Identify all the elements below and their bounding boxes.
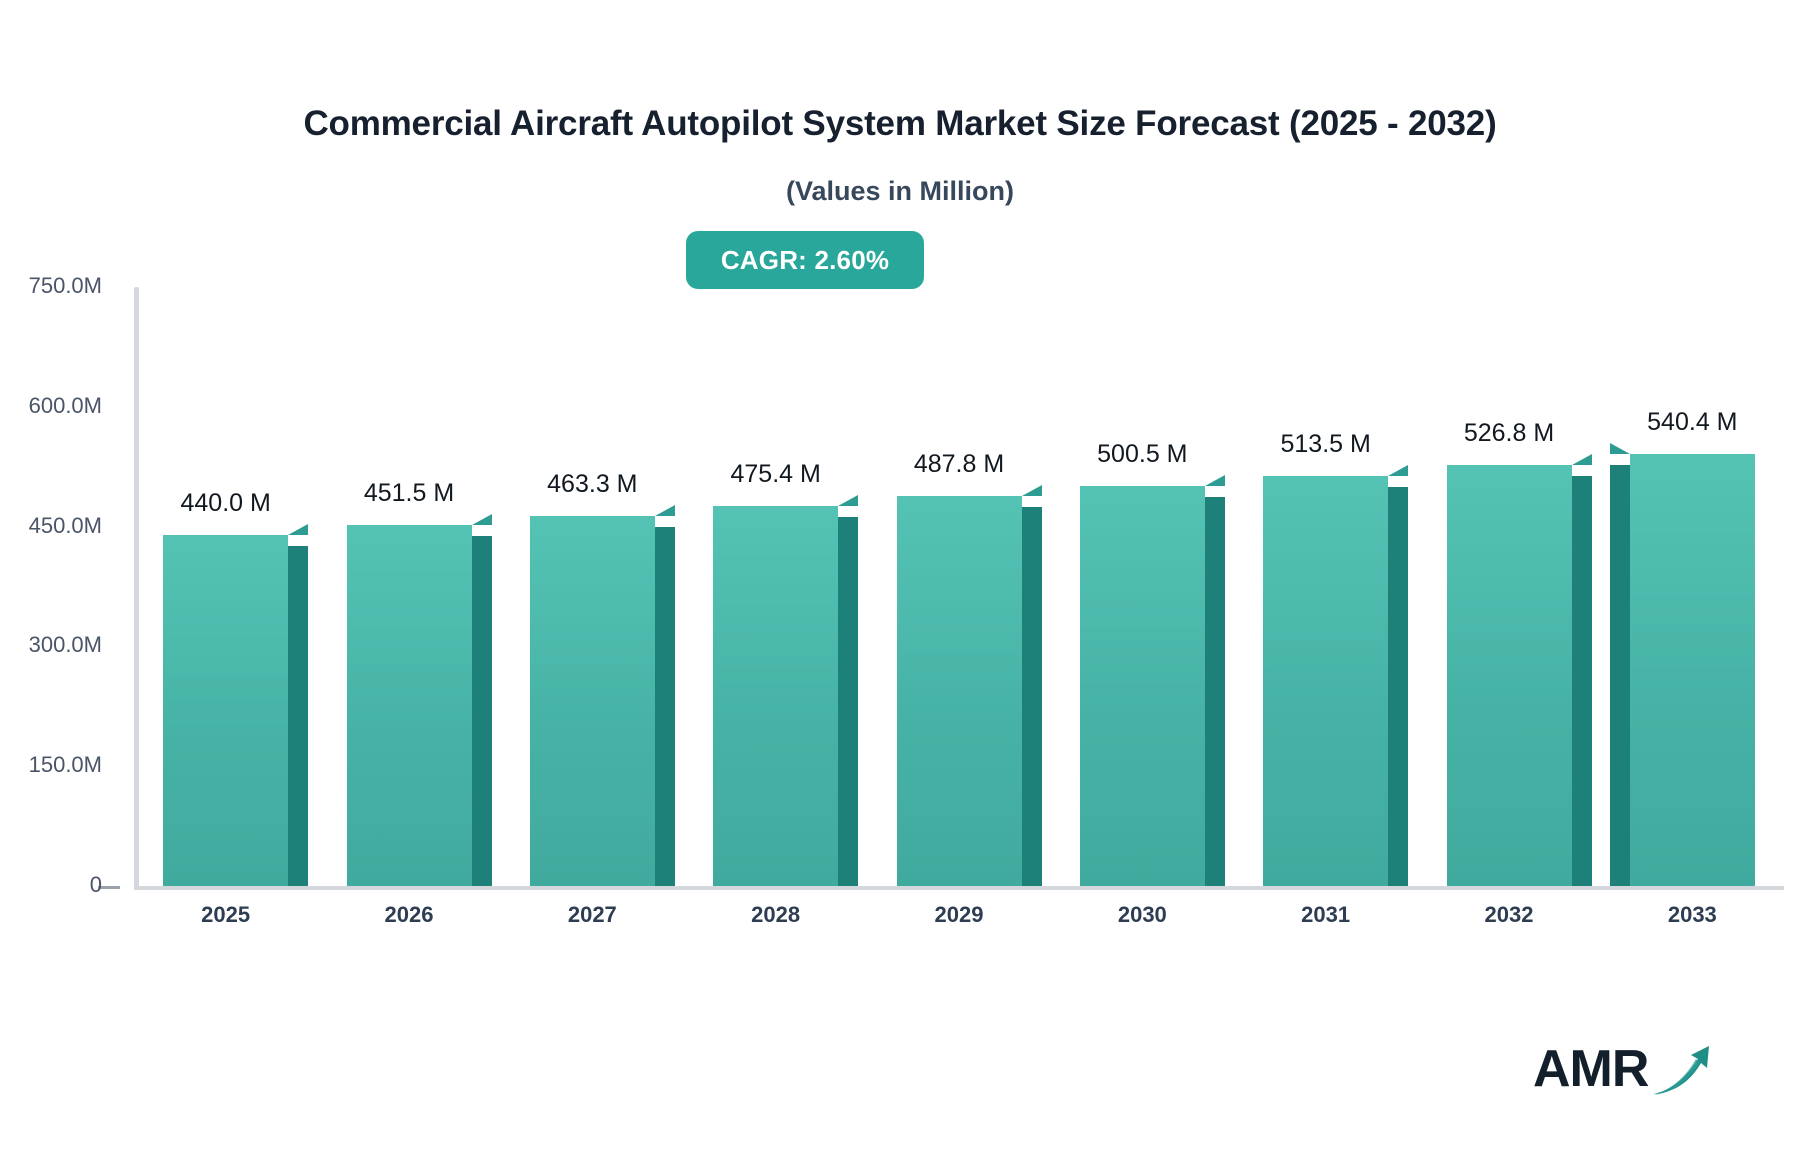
y-axis-zero-tick — [98, 886, 120, 889]
cagr-badge: CAGR: 2.60% — [686, 231, 924, 289]
x-axis-tick-label: 2025 — [201, 902, 251, 927]
bar-front-face — [530, 516, 655, 886]
bar-top-face — [1388, 465, 1408, 476]
bar-top-face — [472, 514, 492, 525]
x-axis-line — [134, 886, 1784, 890]
bar[interactable] — [530, 505, 675, 886]
bar-front-face — [713, 506, 838, 886]
bar-value-label: 526.8 M — [1463, 419, 1555, 447]
bar-side-face — [838, 517, 858, 886]
bar-top-face — [1022, 485, 1042, 496]
bar-top-face — [288, 524, 308, 535]
bar-side-face — [1610, 465, 1630, 886]
bar[interactable] — [163, 524, 308, 886]
bar-front-face — [163, 535, 288, 886]
bar-front-face — [1447, 465, 1572, 886]
plot-area: 0 150.0M 300.0M 450.0M 600.0M 750.0M 440.0 M 4… — [28, 273, 1784, 927]
y-axis-tick-label: 600.0M — [28, 392, 102, 418]
bar-side-face — [1388, 487, 1408, 886]
bar-front-face — [347, 525, 472, 886]
bar-side-face — [1205, 497, 1225, 886]
page-title: Commercial Aircraft Autopilot System Mar… — [303, 104, 1497, 143]
bar[interactable] — [1447, 454, 1592, 886]
bar[interactable] — [713, 495, 858, 886]
bar-side-face — [655, 527, 675, 886]
amr-logo-text: AMR — [1533, 1040, 1649, 1098]
bar-value-label: 475.4 M — [730, 460, 821, 488]
bar-value-label: 513.5 M — [1280, 430, 1371, 458]
bar-top-face — [838, 495, 858, 506]
x-axis-tick-label: 2033 — [1667, 902, 1717, 927]
bar-value-label: 487.8 M — [913, 450, 1005, 478]
x-axis-tick-label: 2029 — [934, 902, 984, 927]
bar-side-face — [288, 546, 308, 886]
bar-value-label: 440.0 M — [180, 489, 271, 517]
bar-top-face — [1610, 443, 1630, 454]
bar-value-label: 463.3 M — [547, 470, 638, 498]
y-axis-tick-label: 300.0M — [28, 632, 102, 658]
bar-side-face — [1572, 476, 1592, 886]
bar-top-face — [1572, 454, 1592, 465]
bar[interactable] — [1080, 475, 1225, 886]
x-axis-tick-label: 2031 — [1301, 902, 1351, 927]
bar-front-face — [897, 496, 1022, 886]
bar-side-face — [1022, 507, 1042, 886]
bar-front-face — [1080, 486, 1205, 886]
x-axis-tick-label: 2030 — [1117, 902, 1167, 927]
x-axis-tick-label: 2032 — [1484, 902, 1534, 927]
x-axis-tick-label: 2027 — [567, 902, 617, 927]
chart-subtitle: (Values in Million) — [785, 176, 1015, 206]
bar-top-face — [655, 505, 675, 516]
x-axis-tick-label: 2028 — [751, 902, 801, 927]
bar-value-label: 451.5 M — [363, 479, 455, 507]
y-axis-tick-label: 450.0M — [28, 512, 102, 538]
y-axis-tick-label: 0 — [89, 872, 102, 897]
bar[interactable] — [347, 514, 492, 886]
bar[interactable] — [1610, 443, 1755, 886]
growth-arrow-icon — [1653, 1046, 1709, 1095]
bar-value-label: 500.5 M — [1097, 440, 1188, 468]
bar[interactable] — [1263, 465, 1408, 886]
y-axis-tick-label: 150.0M — [28, 752, 102, 778]
y-axis-line — [134, 287, 139, 889]
bar[interactable] — [897, 485, 1042, 886]
y-axis-tick-label: 750.0M — [28, 273, 102, 298]
bar-top-face — [1205, 475, 1225, 486]
cagr-badge-label: CAGR: 2.60% — [720, 244, 890, 275]
x-axis-tick-label: 2026 — [384, 902, 434, 927]
bar-front-face — [1630, 454, 1755, 886]
bar-front-face — [1263, 476, 1388, 886]
bar-value-label: 540.4 M — [1647, 408, 1738, 436]
amr-logo: AMR — [1533, 1040, 1709, 1110]
bar-side-face — [472, 536, 492, 886]
